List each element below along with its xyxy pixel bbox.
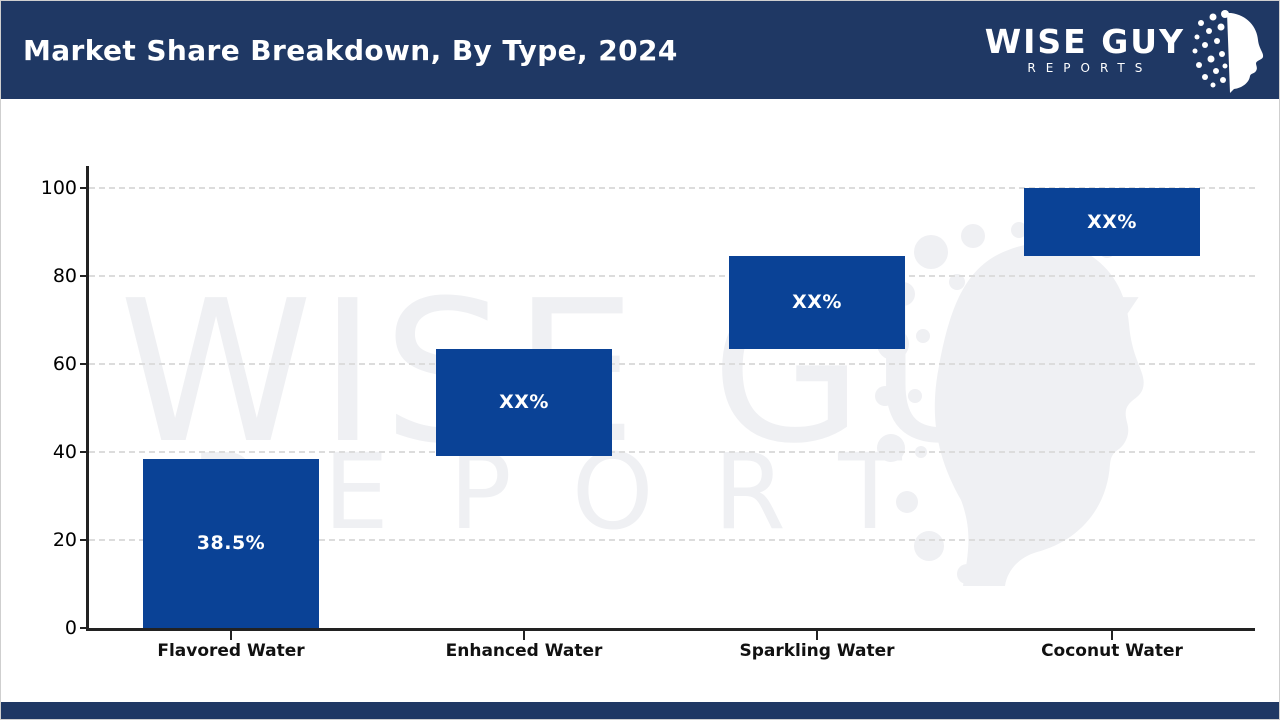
y-tick-label: 20 — [52, 529, 77, 551]
x-axis-tick — [816, 631, 818, 640]
bar: XX% — [436, 348, 612, 457]
x-axis-line — [86, 628, 1255, 631]
gridline — [89, 187, 1255, 189]
header-bar: Market Share Breakdown, By Type, 2024 WI… — [1, 1, 1279, 99]
y-axis-line — [86, 166, 89, 631]
gridline — [89, 363, 1255, 365]
brand-logo: WISE GUY REPORTS — [985, 7, 1267, 93]
x-axis-tick — [523, 631, 525, 640]
y-axis-tick — [80, 363, 89, 365]
bar-value-label: 38.5% — [196, 532, 266, 555]
y-axis-tick — [80, 187, 89, 189]
gridline — [89, 451, 1255, 453]
y-tick-label: 100 — [40, 177, 77, 199]
x-axis-tick — [1111, 631, 1113, 640]
y-axis-tick — [80, 539, 89, 541]
bar-value-label: XX% — [792, 291, 842, 314]
bar-value-label: XX% — [1087, 211, 1137, 234]
y-tick-label: 0 — [64, 617, 77, 639]
bar: XX% — [1024, 188, 1200, 257]
category-label: Sparkling Water — [739, 641, 895, 661]
bar: XX% — [729, 256, 905, 349]
y-tick-label: 40 — [52, 441, 77, 463]
gridline — [89, 539, 1255, 541]
y-tick-label: 80 — [52, 265, 77, 287]
category-label: Flavored Water — [157, 641, 305, 661]
bar: 38.5% — [143, 458, 319, 628]
chart-title: Market Share Breakdown, By Type, 2024 — [23, 33, 678, 67]
category-label: Enhanced Water — [445, 641, 603, 661]
x-axis-tick — [230, 631, 232, 640]
category-label: Coconut Water — [1041, 641, 1183, 661]
y-axis-tick — [80, 451, 89, 453]
bar-value-label: XX% — [499, 391, 549, 414]
footer-bar — [1, 702, 1279, 719]
logo-face-icon — [1192, 10, 1264, 93]
logo-wordmark: WISE GUY — [984, 21, 1185, 61]
y-axis-tick — [80, 275, 89, 277]
y-axis-tick — [80, 627, 89, 629]
logo-subtext: REPORTS — [1027, 61, 1153, 76]
gridline — [89, 275, 1255, 277]
y-tick-label: 60 — [52, 353, 77, 375]
